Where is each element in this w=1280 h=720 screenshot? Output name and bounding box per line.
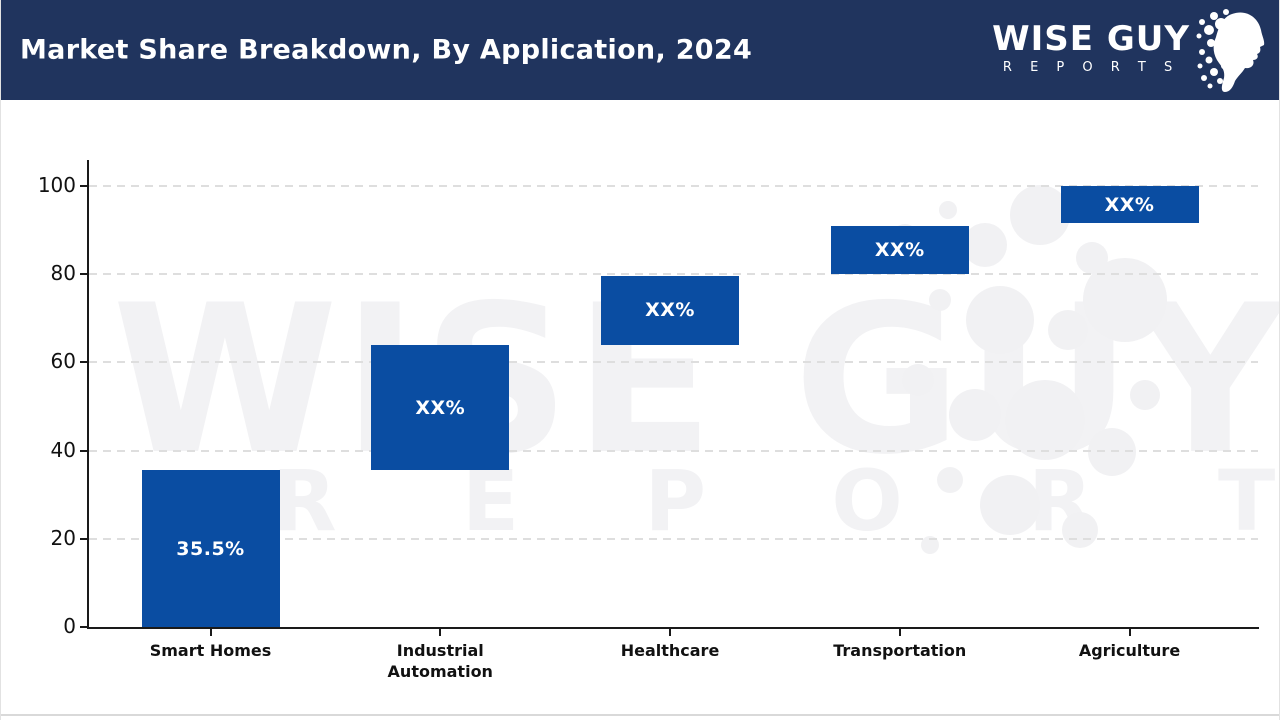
watermark-dot	[1130, 380, 1160, 410]
bar-value-label: 35.5%	[176, 537, 245, 560]
y-axis-line	[87, 160, 89, 627]
y-tick-mark-0	[80, 626, 87, 628]
watermark-dot	[1088, 428, 1136, 476]
gridline-80	[89, 273, 1258, 276]
watermark-dot	[949, 389, 1001, 441]
page-title: Market Share Breakdown, By Application, …	[20, 34, 753, 66]
watermark-dot	[1010, 185, 1070, 245]
waterfall-chart: 0 20 40 60 80 100 35.5% XX% XX% XX% XX% Smart Hom…	[0, 100, 1280, 716]
watermark-dot	[1083, 258, 1167, 342]
x-tick-mark	[1128, 629, 1131, 636]
x-tick-mark	[898, 629, 901, 636]
y-tick-mark-20	[80, 537, 87, 540]
y-tick-label-80: 80	[50, 261, 76, 286]
x-tick-mark	[439, 629, 442, 636]
watermark-dot	[921, 536, 939, 554]
y-tick-mark-100	[80, 184, 87, 187]
gridline-40	[89, 449, 1258, 452]
y-tick-label-40: 40	[50, 437, 76, 462]
y-tick-label-0: 0	[63, 614, 76, 638]
x-tick-mark	[669, 629, 671, 636]
x-tick-label-transportation: Transportation	[833, 641, 967, 660]
y-tick-mark-80	[80, 273, 87, 276]
face-profile-icon	[1196, 9, 1265, 93]
y-tick-label-100: 100	[37, 172, 76, 197]
x-tick-label-agriculture: Agriculture	[1078, 641, 1181, 660]
gridline-20	[89, 537, 1258, 540]
bar-value-label: XX%	[1104, 193, 1155, 216]
brand-subtitle: R E P O R T S	[1002, 60, 1180, 75]
gridline-60	[89, 361, 1258, 364]
brand-logo: WISE GUY R E P O R T S	[992, 6, 1268, 94]
y-tick-label-20: 20	[50, 525, 76, 550]
bar-value-label: XX%	[415, 396, 466, 419]
x-tick-label-healthcare: Healthcare	[620, 641, 720, 660]
watermark-dot	[980, 475, 1040, 535]
x-tick-label-industrial-automation: Industrial Automation	[387, 641, 493, 681]
brand-logo-text: WISE GUY R E P O R T S	[992, 20, 1190, 75]
bar-transportation: XX%	[830, 225, 969, 275]
watermark-dot	[937, 467, 963, 493]
x-tick-label-smart-homes: Smart Homes	[149, 641, 272, 660]
watermark-dot	[939, 201, 957, 219]
watermark-dot	[1005, 380, 1085, 460]
watermark-dot	[1062, 512, 1098, 548]
y-tick-mark-40	[80, 449, 87, 452]
watermark-dot	[902, 364, 934, 396]
gridline-100	[89, 184, 1258, 187]
x-axis-line	[87, 627, 1259, 629]
bar-agriculture: XX%	[1060, 185, 1199, 224]
bottom-divider	[0, 714, 1280, 716]
bar-value-label: XX%	[874, 238, 925, 261]
bar-value-label: XX%	[645, 299, 695, 322]
y-tick-label-60: 60	[50, 349, 76, 374]
x-tick-mark	[209, 629, 212, 636]
bar-healthcare: XX%	[601, 276, 739, 345]
watermark-dot	[1048, 310, 1088, 350]
y-tick-mark-60	[80, 361, 87, 364]
watermark-dot	[929, 289, 951, 311]
watermark-dot	[966, 286, 1034, 354]
brand-name: WISE GUY	[992, 19, 1190, 59]
watermark-dot	[963, 223, 1007, 267]
bar-industrial-automation: XX%	[371, 344, 510, 471]
header-bar: Market Share Breakdown, By Application, …	[0, 0, 1280, 100]
bar-smart-homes: 35.5%	[141, 470, 280, 627]
